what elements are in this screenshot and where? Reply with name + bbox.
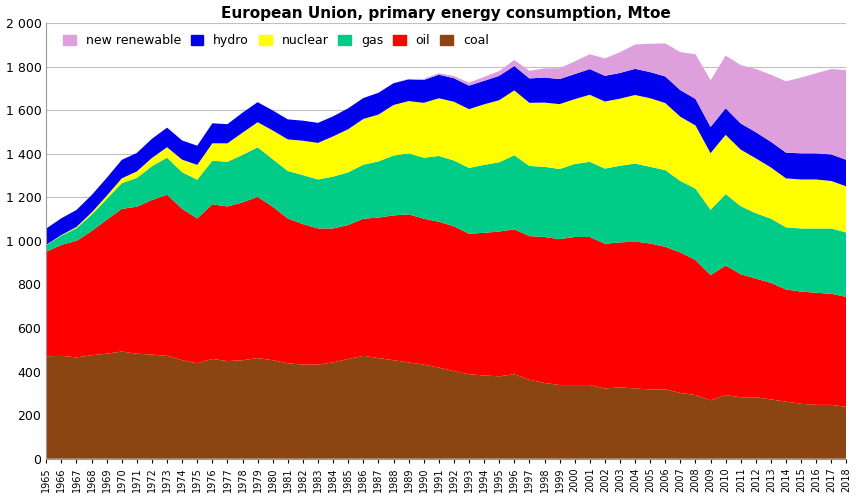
Title: European Union, primary energy consumption, Mtoe: European Union, primary energy consumpti… (221, 5, 671, 20)
Legend: new renewable, hydro, nuclear, gas, oil, coal: new renewable, hydro, nuclear, gas, oil,… (61, 31, 491, 49)
